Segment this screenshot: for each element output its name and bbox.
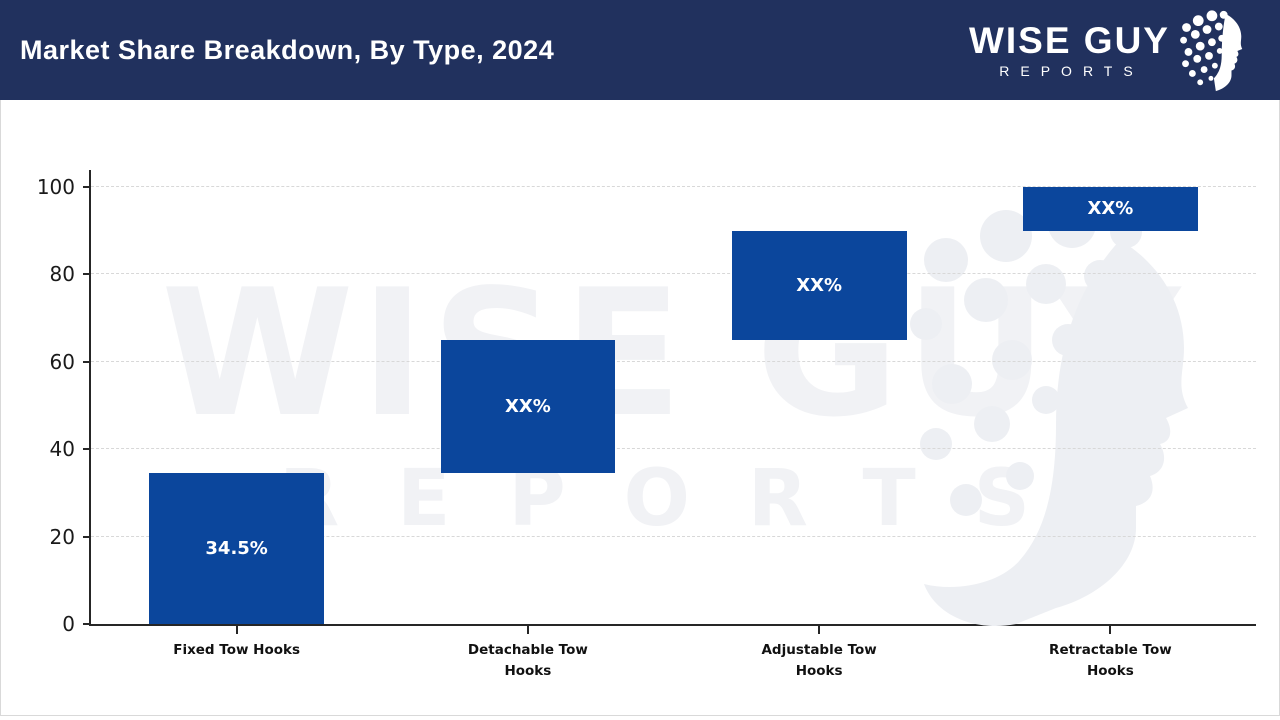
plot-area: WISE GUY REPORTS 0 20 40 60 80 100 34.5% Fixed … xyxy=(37,170,1256,679)
page-title: Market Share Breakdown, By Type, 2024 xyxy=(20,34,555,65)
logo-wordmark: WISE GUY xyxy=(968,19,1170,61)
x-tick-mark xyxy=(818,626,821,634)
bar-value-label: 34.5% xyxy=(205,538,268,560)
y-tick-label: 40 xyxy=(49,437,75,462)
y-tick-label: 100 xyxy=(36,174,75,199)
gridline xyxy=(91,360,1256,362)
bar-adjustable-tow-hooks: XX% xyxy=(731,230,907,340)
y-tick-mark xyxy=(83,360,91,363)
watermark-head-icon xyxy=(910,200,1188,627)
bar-value-label: XX% xyxy=(504,396,551,418)
x-tick-mark xyxy=(1109,626,1112,634)
y-tick-mark xyxy=(83,623,91,625)
x-tick-label: Fixed Tow Hooks xyxy=(173,642,301,658)
gridline xyxy=(91,535,1256,537)
gridline xyxy=(91,185,1256,187)
bar-value-label: XX% xyxy=(796,274,843,296)
bar-retractable-tow-hooks: XX% xyxy=(1023,186,1198,231)
y-tick-label: 60 xyxy=(49,349,75,374)
y-tick-mark xyxy=(83,185,91,188)
gridline xyxy=(91,448,1256,450)
y-tick-label: 80 xyxy=(49,262,75,287)
x-tick-label: Adjustable Tow Hooks xyxy=(761,642,877,679)
x-tick-label: Retractable Tow Hooks xyxy=(1049,642,1172,679)
y-tick-label: 0 xyxy=(62,612,75,636)
gridline xyxy=(91,273,1256,275)
y-tick-mark xyxy=(83,448,91,451)
brand-logo: WISE GUY REPORTS xyxy=(969,6,1252,94)
x-tick-mark xyxy=(526,626,529,634)
y-tick-mark xyxy=(83,273,91,276)
bar-detachable-tow-hooks: XX% xyxy=(440,339,616,474)
logo-head-icon xyxy=(1180,10,1243,92)
y-tick-label: 20 xyxy=(49,524,75,549)
logo-subtext: REPORTS xyxy=(999,62,1144,79)
bar-fixed-tow-hooks: 34.5% xyxy=(149,473,324,624)
header-bar: Market Share Breakdown, By Type, 2024 WI… xyxy=(0,0,1280,100)
x-tick-label: Detachable Tow Hooks xyxy=(467,642,588,679)
bar-value-label: XX% xyxy=(1087,198,1134,220)
y-tick-mark xyxy=(83,535,91,538)
chart-card: WISE GUY REPORTS 0 20 40 60 80 100 34.5% Fixed … xyxy=(0,100,1280,716)
chart-layer: 0 20 40 60 80 100 34.5% Fixed Tow Hooks XX% Detac… xyxy=(37,170,1256,679)
x-tick-mark xyxy=(235,626,238,634)
